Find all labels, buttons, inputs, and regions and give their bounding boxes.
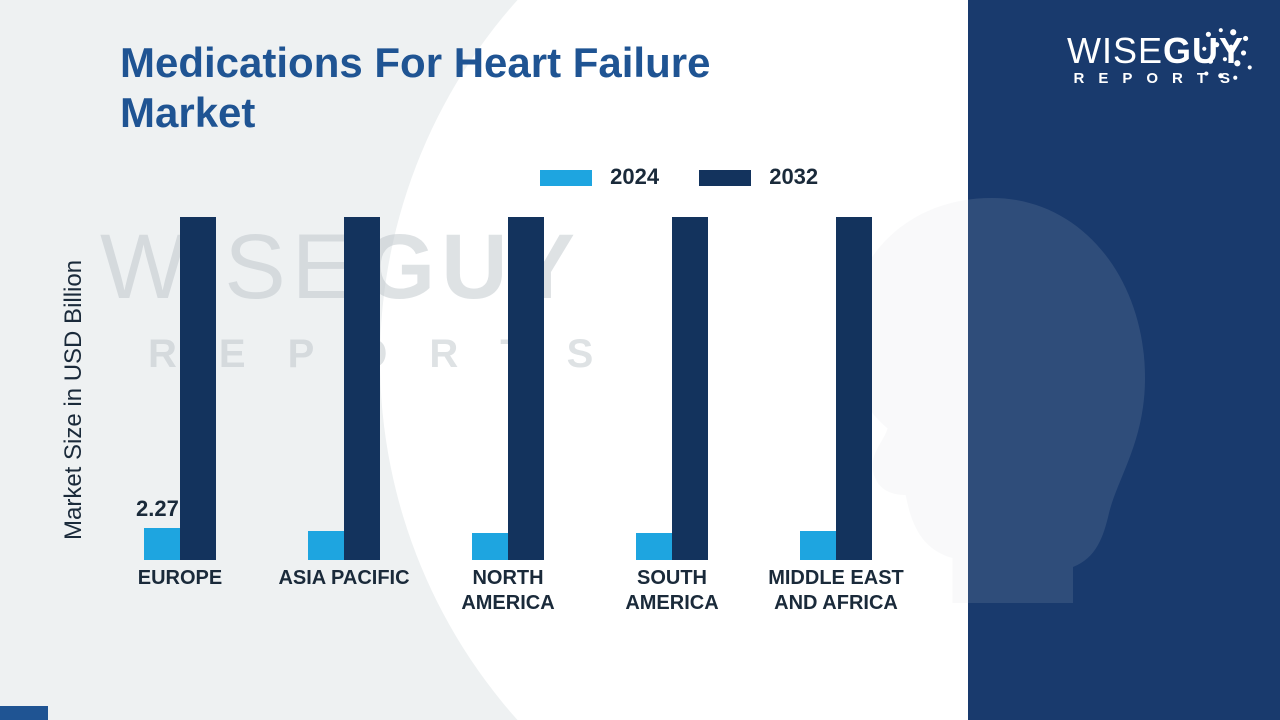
bar-group	[800, 217, 940, 560]
bar-2024	[308, 531, 344, 560]
legend-swatch-2032	[699, 170, 751, 186]
x-label: SOUTH AMERICA	[597, 566, 747, 616]
x-axis-labels: EUROPEASIA PACIFICNORTH AMERICASOUTH AME…	[128, 566, 958, 706]
legend-swatch-2024	[540, 170, 592, 186]
bar-value-label: 2.27	[136, 496, 179, 522]
page: WISE GUY REPORTS Medications For Heart F…	[0, 0, 1280, 720]
legend-item-2024: 2024	[540, 164, 659, 190]
legend-label-2024: 2024	[610, 164, 659, 189]
legend-label-2032: 2032	[769, 164, 818, 189]
bar-group: 2.27	[144, 217, 284, 560]
x-label: NORTH AMERICA	[433, 566, 583, 616]
legend: 2024 2032	[540, 164, 818, 190]
bar-chart: 2.27	[128, 210, 958, 560]
bar-2024: 2.27	[144, 528, 180, 560]
bar-group	[472, 217, 612, 560]
legend-item-2032: 2032	[699, 164, 818, 190]
bar-group	[636, 217, 776, 560]
bar-2032	[344, 217, 380, 560]
bar-2032	[508, 217, 544, 560]
accent-bar	[0, 706, 48, 720]
x-label: ASIA PACIFIC	[269, 566, 419, 591]
chart-title: Medications For Heart Failure Market	[120, 38, 800, 137]
x-label: MIDDLE EAST AND AFRICA	[761, 566, 911, 616]
bar-2024	[636, 533, 672, 560]
bar-group	[308, 217, 448, 560]
x-label: EUROPE	[105, 566, 255, 591]
brand-dots-icon	[1196, 24, 1258, 86]
right-band	[968, 0, 1280, 720]
bar-2032	[672, 217, 708, 560]
bar-2032	[180, 217, 216, 560]
brand-word1: WISE	[1067, 30, 1163, 71]
bar-2024	[800, 531, 836, 560]
bar-2032	[836, 217, 872, 560]
bar-2024	[472, 533, 508, 560]
y-axis-label: Market Size in USD Billion	[60, 260, 88, 540]
